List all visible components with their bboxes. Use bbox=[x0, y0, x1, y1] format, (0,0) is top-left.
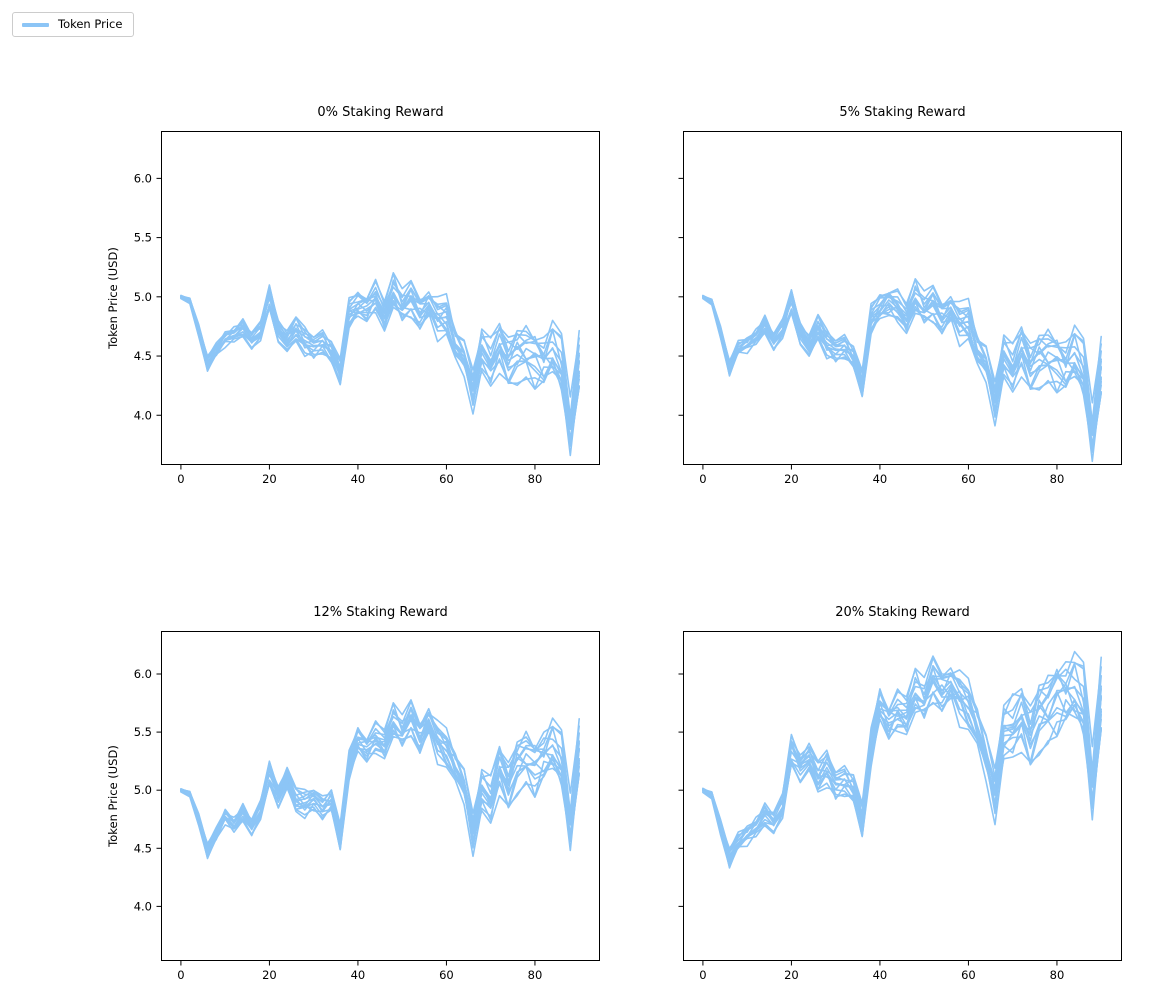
price-path bbox=[180, 706, 581, 848]
x-tick-label: 80 bbox=[528, 472, 543, 486]
price-path bbox=[180, 714, 581, 855]
x-tick-label: 40 bbox=[873, 472, 888, 486]
y-tick-label: 4.0 bbox=[134, 899, 152, 913]
legend: Token Price bbox=[12, 12, 135, 37]
x-tick-label: 20 bbox=[784, 968, 799, 982]
plot-title: 20% Staking Reward bbox=[835, 605, 970, 620]
price-path bbox=[180, 707, 581, 847]
price-path bbox=[702, 296, 1103, 453]
y-tick-label: 5.5 bbox=[134, 231, 152, 245]
price-path bbox=[702, 656, 1103, 852]
price-path bbox=[180, 707, 581, 853]
x-tick-label: 20 bbox=[262, 472, 277, 486]
y-tick-label: 4.5 bbox=[134, 841, 152, 855]
x-tick-label: 60 bbox=[961, 472, 976, 486]
x-tick-label: 20 bbox=[784, 472, 799, 486]
x-tick-label: 80 bbox=[1050, 968, 1065, 982]
x-tick-label: 0 bbox=[177, 968, 184, 982]
price-path bbox=[180, 716, 581, 851]
x-tick-label: 60 bbox=[439, 968, 454, 982]
legend-line-swatch bbox=[22, 22, 49, 27]
price-path bbox=[702, 664, 1103, 854]
price-path bbox=[702, 691, 1103, 865]
plot-spines bbox=[161, 631, 600, 961]
x-tick-label: 20 bbox=[262, 968, 277, 982]
price-path bbox=[180, 722, 581, 855]
y-axis-label: Token Price (USD) bbox=[106, 247, 120, 349]
price-path bbox=[702, 278, 1103, 404]
y-tick-label: 5.0 bbox=[134, 783, 152, 797]
price-path bbox=[702, 686, 1103, 863]
x-tick-label: 40 bbox=[351, 472, 366, 486]
price-path bbox=[180, 296, 581, 447]
subplot-12-staking-reward: 12% Staking Reward Token Price (USD) 0 20… bbox=[101, 601, 612, 993]
plot-title: 12% Staking Reward bbox=[313, 605, 448, 620]
x-tick-label: 80 bbox=[528, 968, 543, 982]
price-path bbox=[180, 281, 581, 418]
subplot-20-staking-reward: 20% Staking Reward 0 20 40 60 80 bbox=[623, 601, 1134, 993]
x-tick-label: 0 bbox=[699, 472, 706, 486]
y-axis-label: Token Price (USD) bbox=[106, 745, 120, 847]
x-tick-label: 60 bbox=[439, 472, 454, 486]
plot-area: 0 20 40 60 80 4.0 4.5 5.0 5.5 6.0 bbox=[134, 131, 600, 486]
y-tick-label: 5.5 bbox=[134, 725, 152, 739]
plot-spines bbox=[161, 131, 600, 465]
plot-title: 0% Staking Reward bbox=[317, 105, 444, 120]
y-tick-label: 5.0 bbox=[134, 290, 152, 304]
price-path bbox=[180, 279, 581, 426]
plot-area: 0 20 40 60 80 bbox=[678, 631, 1122, 982]
price-path bbox=[180, 700, 581, 847]
x-tick-label: 40 bbox=[351, 968, 366, 982]
plot-spines bbox=[683, 631, 1122, 961]
y-tick-label: 6.0 bbox=[134, 171, 152, 185]
plot-title: 5% Staking Reward bbox=[839, 105, 966, 120]
price-path bbox=[702, 286, 1103, 424]
y-tick-label: 4.5 bbox=[134, 349, 152, 363]
x-tick-label: 0 bbox=[699, 968, 706, 982]
price-path bbox=[180, 272, 581, 398]
price-path bbox=[702, 666, 1103, 860]
plot-area: 0 20 40 60 80 4.0 4.5 5.0 5.5 6.0 bbox=[134, 631, 600, 982]
plot-spines bbox=[683, 131, 1122, 465]
price-path bbox=[702, 285, 1103, 432]
x-tick-label: 60 bbox=[961, 968, 976, 982]
x-tick-label: 80 bbox=[1050, 472, 1065, 486]
x-tick-label: 0 bbox=[177, 472, 184, 486]
subplot-5-staking-reward: 5% Staking Reward 0 20 40 60 80 bbox=[623, 101, 1134, 497]
price-path bbox=[702, 650, 1103, 852]
plot-area: 0 20 40 60 80 bbox=[678, 131, 1122, 486]
y-tick-label: 4.0 bbox=[134, 408, 152, 422]
legend-label: Token Price bbox=[58, 17, 123, 31]
y-tick-label: 6.0 bbox=[134, 667, 152, 681]
x-tick-label: 40 bbox=[873, 968, 888, 982]
subplot-0-staking-reward: 0% Staking Reward Token Price (USD) 0 20 4… bbox=[101, 101, 612, 497]
price-path bbox=[180, 699, 581, 846]
